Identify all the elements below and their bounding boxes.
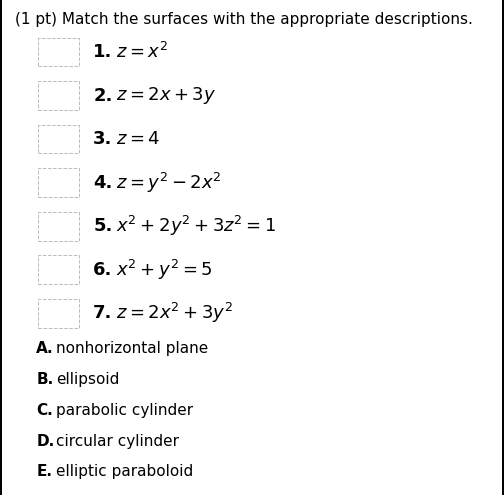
- Bar: [38, 125, 79, 153]
- Text: $x^2 + y^2 = 5$: $x^2 + y^2 = 5$: [116, 258, 212, 282]
- Bar: [38, 81, 79, 110]
- Text: 5.: 5.: [93, 217, 112, 235]
- Text: 4.: 4.: [93, 174, 112, 192]
- Bar: [38, 255, 79, 284]
- Text: C.: C.: [36, 403, 53, 418]
- Text: circular cylinder: circular cylinder: [56, 434, 179, 448]
- Text: $z = x^2$: $z = x^2$: [116, 42, 168, 62]
- Text: 2.: 2.: [93, 87, 112, 104]
- Text: 6.: 6.: [93, 261, 112, 279]
- Bar: [38, 299, 79, 328]
- Text: $z = y^2 - 2x^2$: $z = y^2 - 2x^2$: [116, 171, 221, 195]
- Text: A.: A.: [36, 342, 54, 356]
- Text: $x^2 + 2y^2 + 3z^2 = 1$: $x^2 + 2y^2 + 3z^2 = 1$: [116, 214, 276, 238]
- Text: nonhorizontal plane: nonhorizontal plane: [56, 342, 209, 356]
- Text: parabolic cylinder: parabolic cylinder: [56, 403, 194, 418]
- Text: $z = 2x + 3y$: $z = 2x + 3y$: [116, 85, 216, 106]
- Text: E.: E.: [36, 464, 52, 479]
- Text: 1.: 1.: [93, 43, 112, 61]
- Bar: [38, 168, 79, 197]
- Text: $z = 4$: $z = 4$: [116, 130, 160, 148]
- Text: D.: D.: [36, 434, 54, 448]
- Text: B.: B.: [36, 372, 53, 387]
- Text: 7.: 7.: [93, 304, 112, 322]
- Bar: [502, 0, 504, 495]
- Bar: [0, 0, 2, 495]
- Text: (1 pt) Match the surfaces with the appropriate descriptions.: (1 pt) Match the surfaces with the appro…: [15, 12, 473, 27]
- Bar: [38, 212, 79, 241]
- Bar: [38, 38, 79, 66]
- Text: 3.: 3.: [93, 130, 112, 148]
- Text: $z = 2x^2 + 3y^2$: $z = 2x^2 + 3y^2$: [116, 301, 233, 325]
- Text: elliptic paraboloid: elliptic paraboloid: [56, 464, 194, 479]
- Text: ellipsoid: ellipsoid: [56, 372, 120, 387]
